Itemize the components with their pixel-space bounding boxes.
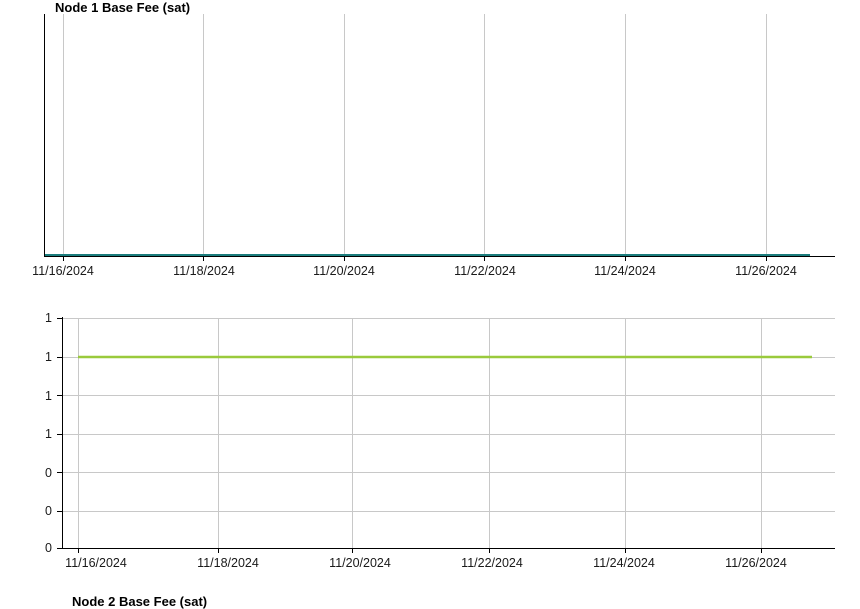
y-tick-label: 1 xyxy=(45,311,52,325)
y-tick-label: 1 xyxy=(45,350,52,364)
x-tick-label: 11/20/2024 xyxy=(329,556,391,570)
x-tick-label: 11/26/2024 xyxy=(735,264,797,278)
x-tick-label: 11/18/2024 xyxy=(197,556,259,570)
x-tick-label: 11/18/2024 xyxy=(173,264,235,278)
x-tick-label: 11/16/2024 xyxy=(32,264,94,278)
x-tick-label: 11/16/2024 xyxy=(65,556,127,570)
y-tick-label: 0 xyxy=(45,466,52,480)
x-tick-label: 11/20/2024 xyxy=(313,264,375,278)
x-tick-label: 11/22/2024 xyxy=(461,556,523,570)
x-tick-label: 11/24/2024 xyxy=(593,556,655,570)
chart-title-node1: Node 1 Base Fee (sat) xyxy=(55,0,191,15)
chart-panel-node1: Node 1 Base Fee (sat) 11/16/2024 11/18/ xyxy=(0,0,860,290)
x-tick-label: 11/24/2024 xyxy=(594,264,656,278)
x-tick-label: 11/26/2024 xyxy=(725,556,787,570)
y-tick-label: 1 xyxy=(45,389,52,403)
y-tick-label: 1 xyxy=(45,427,52,441)
x-tick-label: 11/22/2024 xyxy=(454,264,516,278)
y-tick-label: 0 xyxy=(45,504,52,518)
y-tick-label: 0 xyxy=(45,541,52,555)
